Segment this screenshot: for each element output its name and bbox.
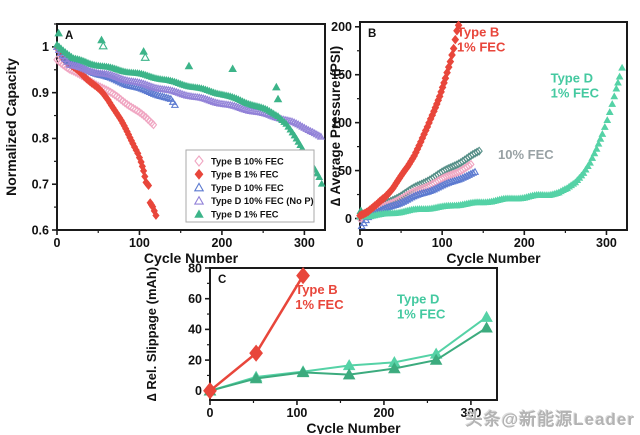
series-type-d-10-fec-check-up- (98, 41, 150, 61)
svg-text:Type B: Type B (295, 282, 337, 297)
y-tick-label: 0.6 (32, 223, 49, 237)
y-tick-label: 200 (331, 20, 352, 34)
panel-C-label: C (218, 274, 226, 286)
panel-A-axes: 0 100 200 300 1 0.9 0.8 0.7 0.6 (32, 23, 315, 250)
y-tick-label: 80 (188, 261, 202, 275)
watermark: 头条@新能源Leader (466, 405, 635, 430)
y-tick-label: 50 (338, 164, 352, 178)
annotation-type-b: Type B1% FEC (295, 282, 344, 312)
x-tick-label: 0 (207, 406, 214, 420)
series-type-d-1-fec-check-up- (54, 28, 283, 103)
x-tick-label: 100 (287, 406, 308, 420)
y-tick-label: 20 (188, 353, 202, 367)
panel-A-x-axis-label: Cycle Number (144, 250, 239, 266)
panel-B-axes: 0 100 200 300 0 50 100 150 200 (331, 20, 617, 250)
svg-text:Type D: Type D (397, 291, 439, 306)
svg-text:1% FEC: 1% FEC (551, 85, 600, 100)
y-tick-label: 150 (331, 68, 352, 82)
panel-B-label: B (368, 28, 376, 40)
panel-B-x-axis-label: Cycle Number (446, 250, 541, 266)
x-tick-label: 300 (596, 236, 617, 250)
x-tick-label: 300 (460, 406, 481, 420)
legend-entry-label: Type B 1% FEC (211, 170, 279, 180)
x-tick-label: 200 (514, 236, 535, 250)
annotation-10-fec: 10% FEC (498, 147, 554, 162)
series-type-b-1-fec (356, 20, 463, 221)
svg-text:1% FEC: 1% FEC (295, 297, 344, 312)
series-type-d-1-fec (356, 63, 626, 220)
svg-text:1% FEC: 1% FEC (457, 39, 506, 54)
panel-C-x-axis-label: Cycle Number (306, 420, 401, 434)
svg-text:Type D: Type D (551, 70, 593, 85)
legend-entry-label: Type D 10% FEC (211, 183, 284, 193)
x-tick-label: 200 (374, 406, 395, 420)
y-tick-label: 0.9 (32, 86, 49, 100)
y-tick-label: 0 (195, 384, 202, 398)
panel-C-y-axis-label: ∆ Rel. Slippage (mAh) (144, 267, 159, 401)
annotation-type-b: Type B1% FEC (457, 24, 506, 54)
y-tick-label: 0.7 (32, 178, 49, 192)
annotation-type-d: Type D1% FEC (397, 291, 446, 321)
x-tick-label: 100 (129, 236, 150, 250)
y-tick-label: 0 (345, 212, 352, 226)
x-tick-label: 0 (357, 236, 364, 250)
annotation-type-d: Type D1% FEC (551, 70, 600, 100)
y-tick-label: 60 (188, 292, 202, 306)
legend-entry-label: Type D 10% FEC (No P) (211, 196, 314, 206)
x-tick-label: 300 (294, 236, 315, 250)
y-tick-label: 40 (188, 323, 202, 337)
x-tick-label: 0 (54, 236, 61, 250)
x-tick-label: 200 (211, 236, 232, 250)
series-type-b-1-fec (203, 267, 310, 400)
legend-entry-label: Type B 10% FEC (211, 156, 284, 166)
panel-A-label: A (65, 30, 73, 42)
panel-a-normalized-capacity-plot: 0 100 200 300 1 0.9 0.8 0.7 0.6 Cycle Number Norma… (3, 23, 326, 266)
y-tick-label: 1 (42, 40, 49, 54)
svg-text:10% FEC: 10% FEC (498, 147, 554, 162)
watermark-text: 头条@新能源Leader (465, 410, 635, 429)
y-tick-label: 100 (331, 116, 352, 130)
x-tick-label: 100 (432, 236, 453, 250)
panel-c-rel-slippage-plot: 0 100 200 300 0 20 40 60 80 Cycle Number ∆ Rel. Sl… (144, 261, 498, 434)
panel-B-y-axis-label: ∆ Average Pressure (PSI) (328, 46, 343, 206)
svg-text:Type B: Type B (457, 24, 499, 39)
y-tick-label: 0.8 (32, 132, 49, 146)
series-type-d-1-fec (53, 40, 326, 187)
panel-A-legend: Type B 10% FEC Type B 1% FEC Type D 10% FE… (185, 149, 315, 223)
panel-A-y-axis-label: Normalized Capacity (3, 58, 19, 196)
legend-entry-label: Type D 1% FEC (211, 210, 279, 220)
panel-C-axes: 0 100 200 300 0 20 40 60 80 (188, 261, 481, 420)
svg-text:1% FEC: 1% FEC (397, 306, 446, 321)
